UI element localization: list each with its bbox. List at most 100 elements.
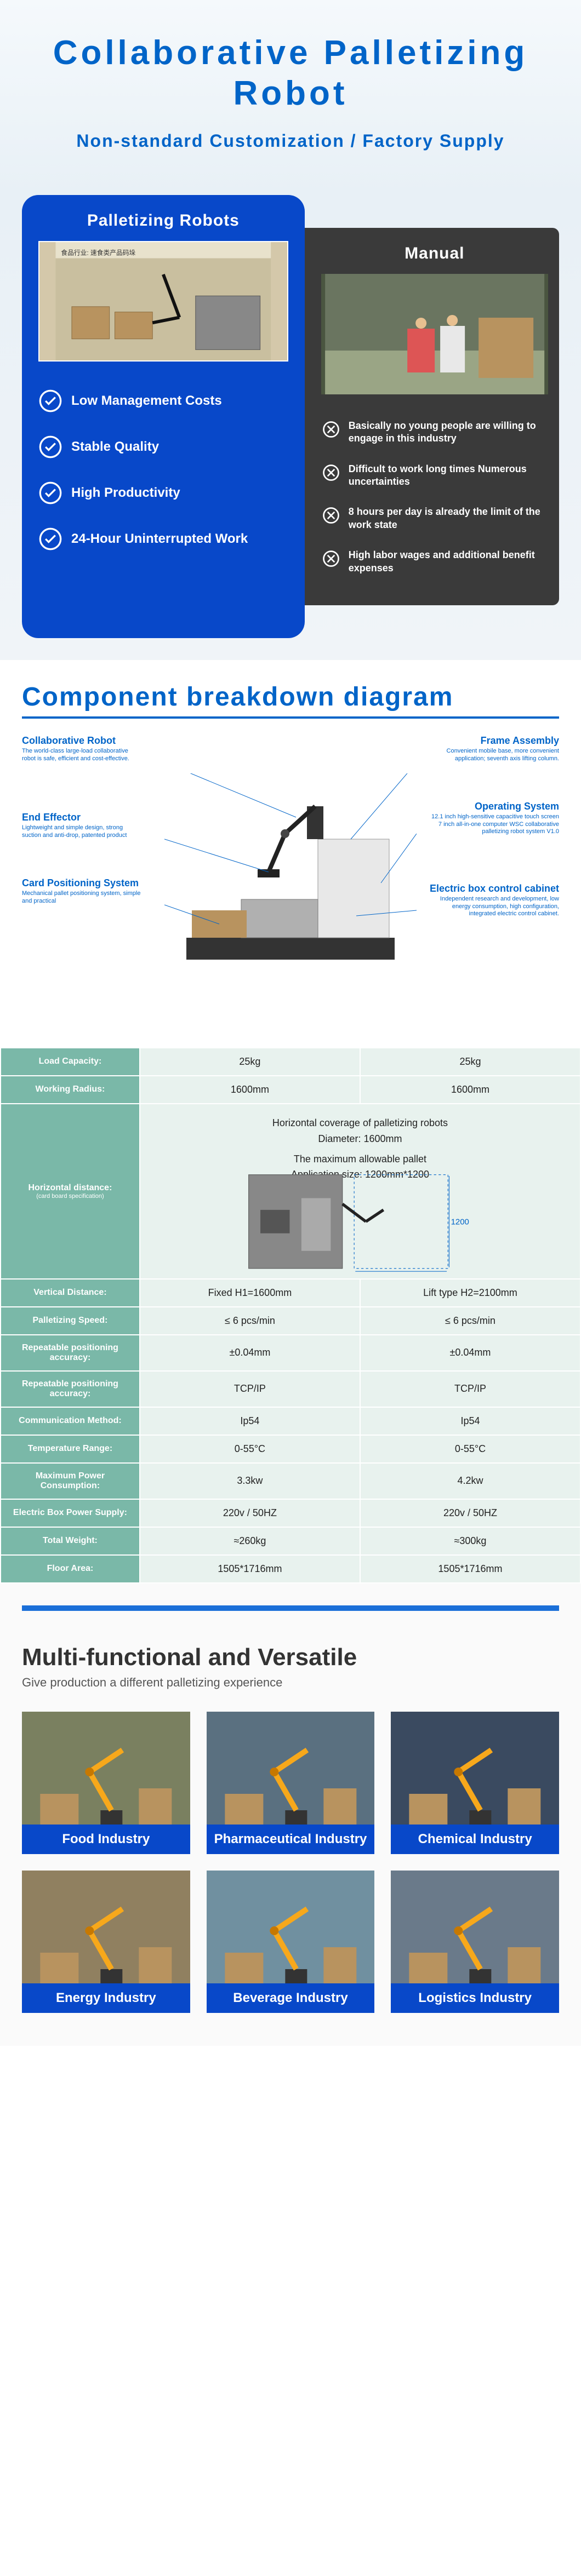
industry-tile: Logistics Industry [391, 1871, 559, 2013]
specs-row: Palletizing Speed: ≤ 6 pcs/min ≤ 6 pcs/m… [1, 1307, 580, 1335]
specs-val-a: ±0.04mm [140, 1335, 360, 1371]
specs-label: Load Capacity: [1, 1048, 140, 1076]
specs-val-b: Ip54 [360, 1407, 580, 1435]
specs-row: Temperature Range: 0-55°C 0-55°C [1, 1435, 580, 1463]
callout-desc: Lightweight and simple design, strong su… [22, 824, 143, 840]
specs-row: Load Capacity: 25kg 25kg [1, 1048, 580, 1076]
robot-feature-2: High Productivity [38, 470, 288, 516]
industry-label: Pharmaceutical Industry [207, 1825, 375, 1854]
check-icon [38, 389, 62, 413]
callout-title: Frame Assembly [428, 735, 559, 747]
robot-feature-1: Stable Quality [38, 424, 288, 470]
industry-tile: Chemical Industry [391, 1712, 559, 1854]
specs-row: Working Radius: 1600mm 1600mm [1, 1076, 580, 1104]
specs-val-a: Ip54 [140, 1407, 360, 1435]
callout-left-1: End Effector Lightweight and simple desi… [22, 812, 143, 840]
callout-right-1: Operating System 12.1 inch high-sensitiv… [428, 801, 559, 836]
machine-svg [164, 773, 417, 971]
manual-feature-3: High labor wages and additional benefit … [321, 540, 548, 583]
specs-val-a: TCP/IP [140, 1371, 360, 1407]
feature-label: Basically no young people are willing to… [349, 420, 548, 445]
hdist-diagram: 1200 1200 [184, 1169, 536, 1267]
specs-label: Floor Area: [1, 1555, 140, 1583]
specs-val-a: ≤ 6 pcs/min [140, 1307, 360, 1335]
callout-title: Card Positioning System [22, 877, 143, 889]
specs-row: Communication Method: Ip54 Ip54 [1, 1407, 580, 1435]
callout-right-0: Frame Assembly Convenient mobile base, m… [428, 735, 559, 763]
industry-label: Logistics Industry [391, 1983, 559, 2013]
callout-desc: The world-class large-load collaborative… [22, 748, 143, 763]
callout-title: Electric box control cabinet [428, 883, 559, 894]
specs-val-a: ≈260kg [140, 1527, 360, 1555]
specs-val-a: 3.3kw [140, 1463, 360, 1499]
industry-tile: Pharmaceutical Industry [207, 1712, 375, 1854]
x-icon [321, 549, 341, 569]
robot-feature-3: 24-Hour Uninterrupted Work [38, 516, 288, 562]
specs-label: Repeatable positioning accuracy: [1, 1335, 140, 1371]
specs-val-b: 25kg [360, 1048, 580, 1076]
check-icon [38, 435, 62, 459]
specs-hdist-cell: Horizontal coverage of palletizing robot… [140, 1104, 580, 1279]
hero-title: Collaborative Palletizing Robot [22, 33, 559, 114]
svg-text:1200: 1200 [451, 1218, 469, 1227]
specs-label: Electric Box Power Supply: [1, 1499, 140, 1527]
svg-text:食品行业: 速食类产品码垛: 食品行业: 速食类产品码垛 [61, 249, 135, 256]
specs-val-a: 1600mm [140, 1076, 360, 1104]
specs-label: Total Weight: [1, 1527, 140, 1555]
callout-title: Operating System [428, 801, 559, 812]
multifunctional-section: Multi-functional and Versatile Give prod… [0, 1584, 581, 2046]
manual-card: Manual Basically no young people are wil… [305, 228, 559, 605]
robot-scene-svg: 食品行业: 速食类产品码垛 [39, 242, 287, 360]
specs-row: Vertical Distance: Fixed H1=1600mm Lift … [1, 1279, 580, 1307]
callout-desc: Mechanical pallet positioning system, si… [22, 890, 143, 905]
industry-tile: Food Industry [22, 1712, 190, 1854]
specs-label: Temperature Range: [1, 1435, 140, 1463]
specs-val-a: 220v / 50HZ [140, 1499, 360, 1527]
x-icon [321, 506, 341, 525]
specs-val-a: 25kg [140, 1048, 360, 1076]
manual-feature-list: Basically no young people are willing to… [321, 405, 548, 589]
callout-title: Collaborative Robot [22, 735, 143, 747]
hero-subtitle: Non-standard Customization / Factory Sup… [22, 131, 559, 151]
specs-row: Repeatable positioning accuracy: ±0.04mm… [1, 1335, 580, 1371]
industry-label: Energy Industry [22, 1983, 190, 2013]
feature-label: Stable Quality [71, 439, 159, 455]
specs-val-b: ±0.04mm [360, 1335, 580, 1371]
feature-label: 8 hours per day is already the limit of … [349, 506, 548, 531]
specs-row: Repeatable positioning accuracy: TCP/IP … [1, 1371, 580, 1407]
specs-val-b: Lift type H2=2100mm [360, 1279, 580, 1307]
machine-render [164, 773, 417, 971]
callout-title: End Effector [22, 812, 143, 823]
specs-table: Load Capacity: 25kg 25kgWorking Radius: … [0, 1047, 581, 1584]
feature-label: Low Management Costs [71, 393, 222, 409]
specs-val-b: 0-55°C [360, 1435, 580, 1463]
specs-val-b: 1600mm [360, 1076, 580, 1104]
specs-label: Maximum Power Consumption: [1, 1463, 140, 1499]
specs-val-b: ≈300kg [360, 1527, 580, 1555]
manual-feature-1: Difficult to work long times Numerous un… [321, 454, 548, 497]
specs-label: Palletizing Speed: [1, 1307, 140, 1335]
specs-val-b: 220v / 50HZ [360, 1499, 580, 1527]
industry-label: Food Industry [22, 1825, 190, 1854]
feature-label: High Productivity [71, 485, 180, 501]
manual-photo [321, 274, 548, 394]
callout-desc: Independent research and development, lo… [428, 896, 559, 918]
robot-feature-0: Low Management Costs [38, 378, 288, 424]
callout-desc: 12.1 inch high-sensitive capacitive touc… [428, 813, 559, 836]
specs-row-hdist: Horizontal distance: (card board specifi… [1, 1104, 580, 1279]
specs-val-b: ≤ 6 pcs/min [360, 1307, 580, 1335]
breakdown-title: Component breakdown diagram [22, 682, 559, 712]
specs-val-a: 1505*1716mm [140, 1555, 360, 1583]
specs-val-a: Fixed H1=1600mm [140, 1279, 360, 1307]
check-icon [38, 481, 62, 505]
specs-row: Floor Area: 1505*1716mm 1505*1716mm [1, 1555, 580, 1583]
mf-sub: Give production a different palletizing … [22, 1676, 559, 1690]
callout-left-2: Card Positioning System Mechanical palle… [22, 877, 143, 905]
specs-label: Communication Method: [1, 1407, 140, 1435]
feature-label: Difficult to work long times Numerous un… [349, 463, 548, 489]
specs-label: Horizontal distance: (card board specifi… [1, 1104, 140, 1279]
industry-label: Beverage Industry [207, 1983, 375, 2013]
specs-row: Total Weight: ≈260kg ≈300kg [1, 1527, 580, 1555]
callout-left-0: Collaborative Robot The world-class larg… [22, 735, 143, 763]
feature-label: High labor wages and additional benefit … [349, 549, 548, 575]
